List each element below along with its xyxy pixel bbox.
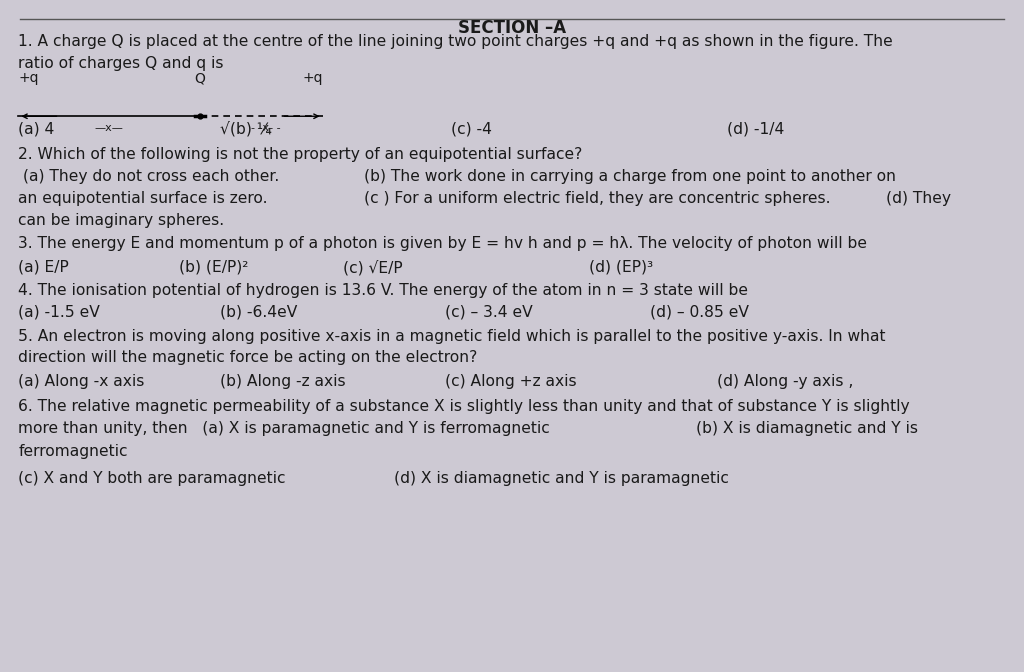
Text: 4. The ionisation potential of hydrogen is 13.6 V. The energy of the atom in n =: 4. The ionisation potential of hydrogen … (18, 283, 749, 298)
Text: ratio of charges Q and q is: ratio of charges Q and q is (18, 56, 224, 71)
Text: 6. The relative magnetic permeability of a substance X is slightly less than uni: 6. The relative magnetic permeability of… (18, 399, 910, 414)
Text: direction will the magnetic force be acting on the electron?: direction will the magnetic force be act… (18, 350, 478, 365)
Text: ferromagnetic: ferromagnetic (18, 444, 128, 459)
Text: √(b) ¼: √(b) ¼ (220, 121, 272, 137)
Text: (b) The work done in carrying a charge from one point to another on: (b) The work done in carrying a charge f… (364, 169, 896, 183)
Text: (a) Along -x axis: (a) Along -x axis (18, 374, 144, 389)
Text: (d) X is diamagnetic and Y is paramagnetic: (d) X is diamagnetic and Y is paramagnet… (394, 471, 729, 486)
Text: (d) -1/4: (d) -1/4 (727, 122, 784, 136)
Text: 3. The energy E and momentum p of a photon is given by E = hv h and p = hλ. The : 3. The energy E and momentum p of a phot… (18, 236, 867, 251)
Text: (c ) For a uniform electric field, they are concentric spheres.: (c ) For a uniform electric field, they … (364, 191, 830, 206)
Text: +q: +q (18, 71, 39, 85)
Text: (c) X and Y both are paramagnetic: (c) X and Y both are paramagnetic (18, 471, 286, 486)
Text: (c) Along +z axis: (c) Along +z axis (445, 374, 578, 389)
Text: (a) 4: (a) 4 (18, 122, 55, 136)
Text: can be imaginary spheres.: can be imaginary spheres. (18, 213, 224, 228)
Text: (a) E/P: (a) E/P (18, 260, 70, 275)
Text: (d) – 0.85 eV: (d) – 0.85 eV (650, 305, 750, 320)
Text: (c) -4: (c) -4 (451, 122, 492, 136)
Text: —x—: —x— (94, 124, 124, 133)
Text: (d) Along -y axis ,: (d) Along -y axis , (717, 374, 853, 389)
Text: (b) X is diamagnetic and Y is: (b) X is diamagnetic and Y is (696, 421, 919, 436)
Text: Q: Q (195, 71, 205, 85)
Text: - -x- -: - -x- - (252, 124, 281, 133)
Text: +q: +q (302, 71, 323, 85)
Text: (a) -1.5 eV: (a) -1.5 eV (18, 305, 100, 320)
Text: (d) They: (d) They (886, 191, 950, 206)
Text: more than unity, then   (a) X is paramagnetic and Y is ferromagnetic: more than unity, then (a) X is paramagne… (18, 421, 550, 436)
Text: (b) -6.4eV: (b) -6.4eV (220, 305, 298, 320)
Text: (b) (E/P)²: (b) (E/P)² (179, 260, 249, 275)
Text: 1. A charge Q is placed at the centre of the line joining two point charges +q a: 1. A charge Q is placed at the centre of… (18, 34, 893, 49)
Text: (a) They do not cross each other.: (a) They do not cross each other. (18, 169, 280, 183)
Text: an equipotential surface is zero.: an equipotential surface is zero. (18, 191, 268, 206)
Text: 5. An electron is moving along positive x-axis in a magnetic field which is para: 5. An electron is moving along positive … (18, 329, 886, 343)
Text: (c) √E/P: (c) √E/P (343, 259, 402, 276)
Text: (c) – 3.4 eV: (c) – 3.4 eV (445, 305, 534, 320)
Text: 2. Which of the following is not the property of an equipotential surface?: 2. Which of the following is not the pro… (18, 147, 583, 162)
Text: SECTION –A: SECTION –A (458, 19, 566, 37)
Text: (b) Along -z axis: (b) Along -z axis (220, 374, 346, 389)
Text: (d) (EP)³: (d) (EP)³ (589, 260, 653, 275)
